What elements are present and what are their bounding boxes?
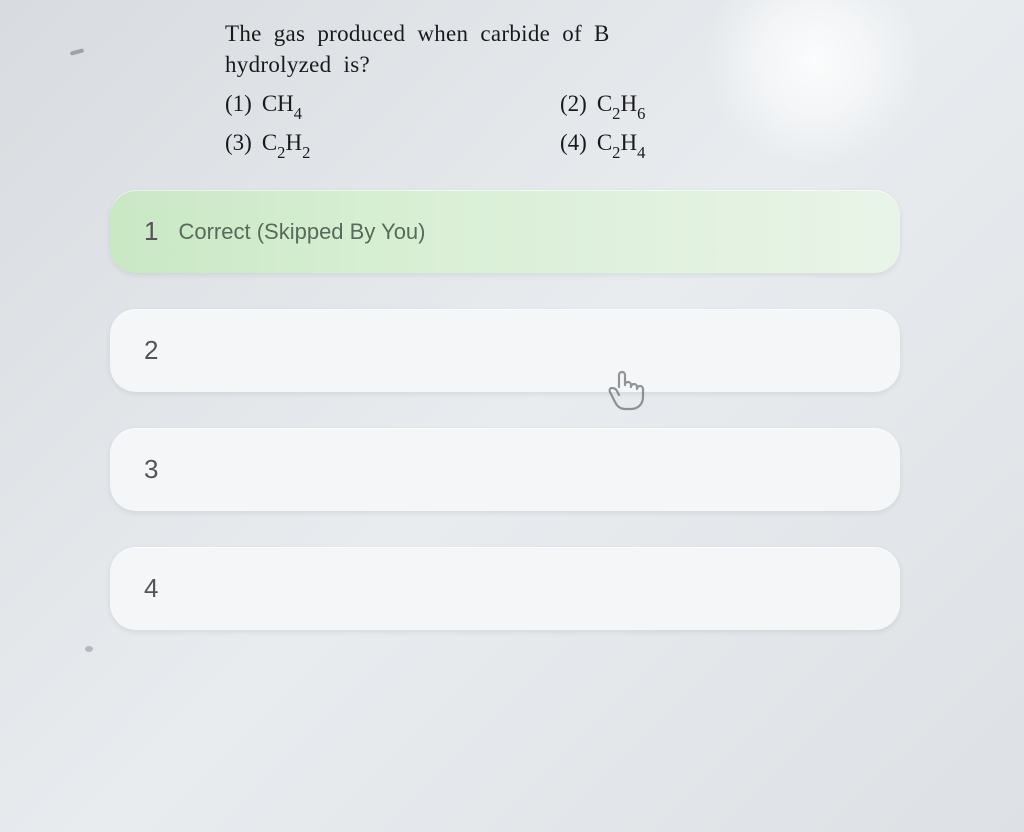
- option-3-num: (3): [225, 127, 252, 158]
- option-4-num: (4): [560, 127, 587, 158]
- answer-1-num: 1: [144, 216, 158, 247]
- option-1-num: (1): [225, 88, 252, 119]
- options-grid: (1) CH4 (2) C2H6 (3) C2H2 (4) C2H4: [225, 88, 865, 162]
- option-4: (4) C2H4: [560, 127, 865, 162]
- question-block: The gas produced when carbide of B hydro…: [225, 18, 865, 162]
- dot-mark: [85, 646, 93, 652]
- option-3: (3) C2H2: [225, 127, 530, 162]
- answer-option-4[interactable]: 4: [110, 547, 900, 630]
- question-text-line2: hydrolyzed is?: [225, 49, 865, 80]
- option-3-formula: C2H2: [262, 127, 311, 162]
- answer-3-num: 3: [144, 454, 158, 485]
- option-1: (1) CH4: [225, 88, 530, 123]
- option-2-formula: C2H6: [597, 88, 646, 123]
- option-1-formula: CH4: [262, 88, 302, 123]
- answer-1-status: Correct (Skipped By You): [178, 219, 425, 245]
- smudge-mark: [70, 48, 85, 55]
- question-text-line1: The gas produced when carbide of B: [225, 18, 865, 49]
- option-2-num: (2): [560, 88, 587, 119]
- answer-4-num: 4: [144, 573, 158, 604]
- pointer-cursor-icon: [605, 365, 647, 418]
- answer-option-3[interactable]: 3: [110, 428, 900, 511]
- answer-option-1[interactable]: 1 Correct (Skipped By You): [110, 190, 900, 273]
- answer-2-num: 2: [144, 335, 158, 366]
- option-2: (2) C2H6: [560, 88, 865, 123]
- option-4-formula: C2H4: [597, 127, 646, 162]
- answer-option-2[interactable]: 2: [110, 309, 900, 392]
- answer-list: 1 Correct (Skipped By You) 2 3 4: [110, 190, 900, 666]
